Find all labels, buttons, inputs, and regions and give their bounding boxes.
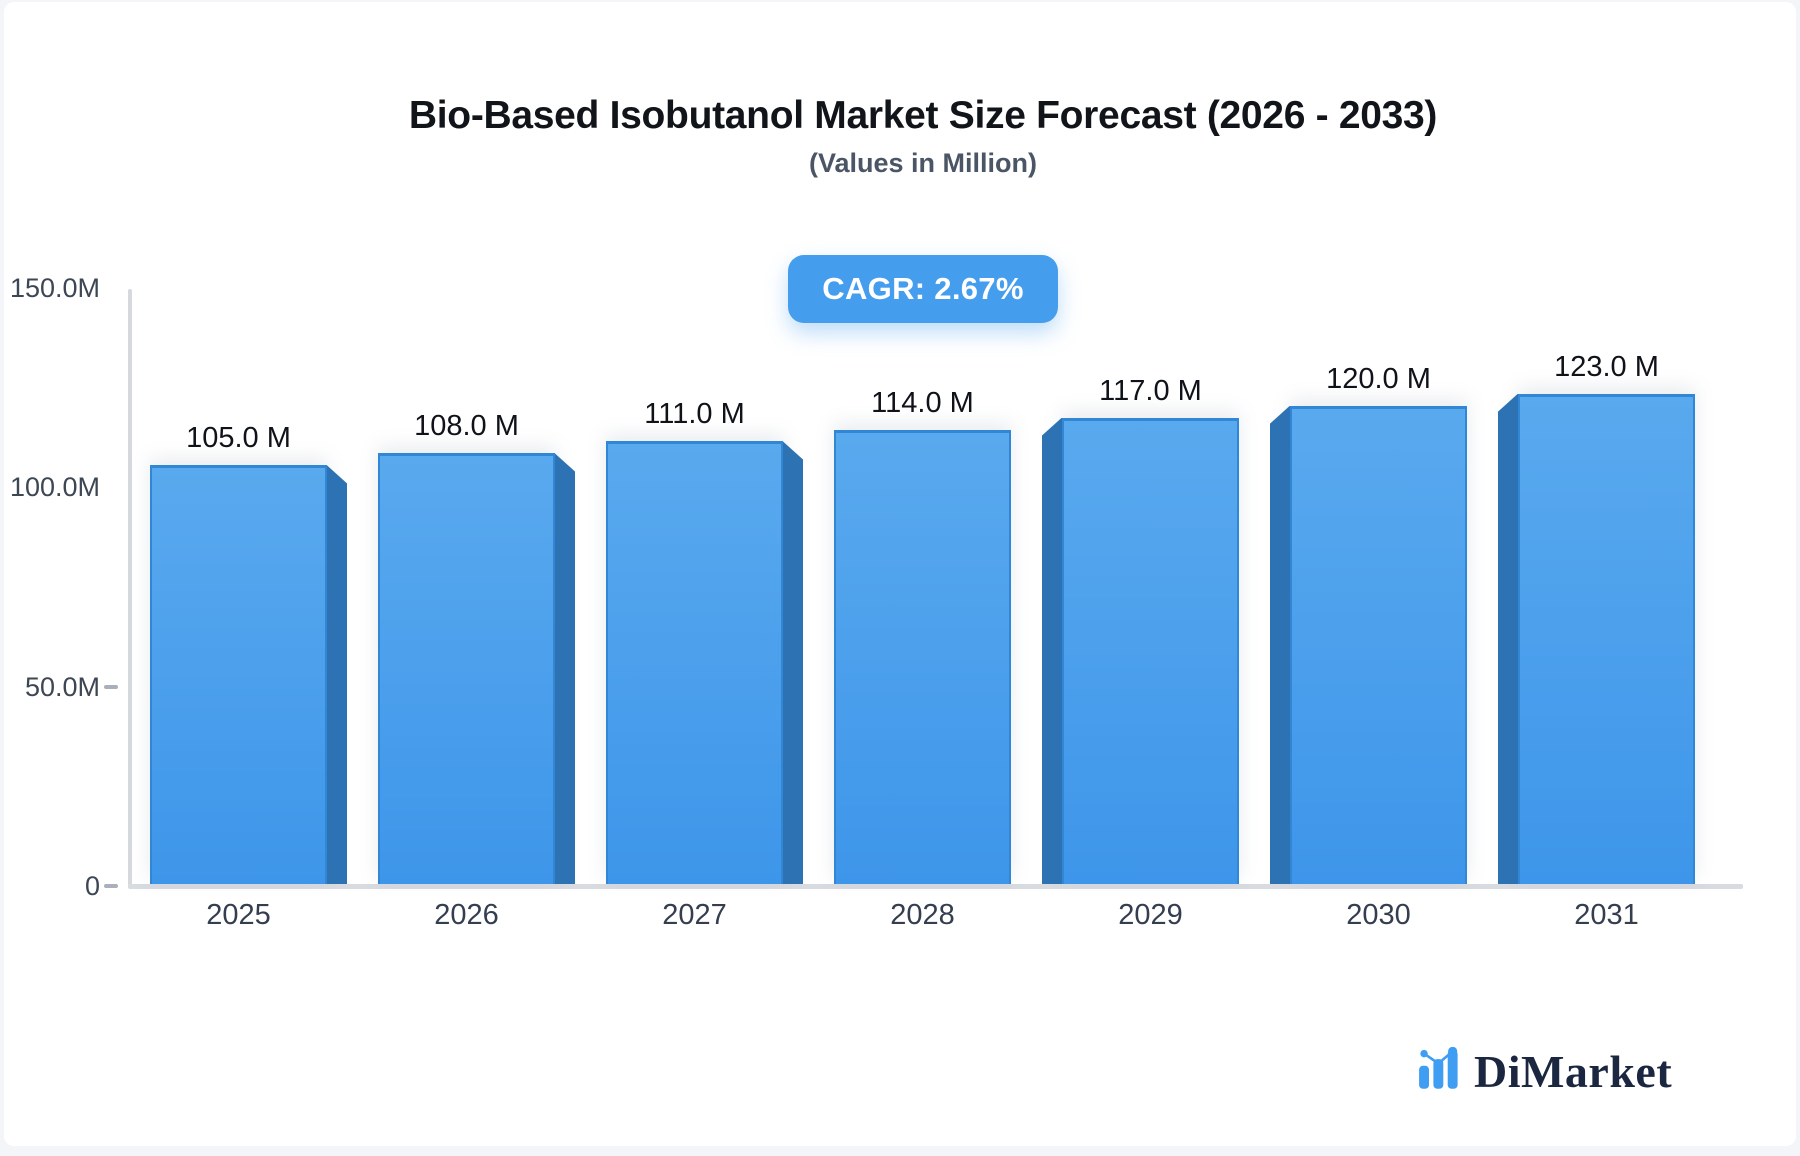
x-axis-label-2027: 2027 [662,899,727,931]
bar-value-label: 111.0 M [644,398,745,431]
y-tick-label: 100.0M [9,472,100,503]
y-tick-label: 150.0M [9,273,100,303]
bar-2030 [1290,405,1467,884]
mini-bar-line-chart-icon [1418,1046,1462,1096]
bar-value-label: 117.0 M [1099,374,1202,407]
bar-value-label: 120.0 M [1326,362,1431,395]
bar-side-face [1498,393,1518,884]
bar-side-face [1270,405,1290,884]
x-axis-label-2029: 2029 [1118,899,1183,931]
bar-value-label: 114.0 M [871,386,974,419]
bar-side-face [1042,417,1062,884]
bar-value-label: 123.0 M [1554,350,1659,383]
cagr-badge: CAGR: 2.67% [788,255,1058,323]
bar-2029 [1062,417,1239,884]
x-axis-label-2031: 2031 [1574,899,1639,931]
bar-side-face [327,465,347,884]
dimarket-logo[interactable]: DiMarket [1418,1040,1672,1096]
logo-text: DiMarket [1474,1046,1673,1097]
x-axis-label-2025: 2025 [206,899,271,931]
y-tick-label: 0 [84,871,100,901]
bar-side-face [783,441,803,884]
x-axis-label-2026: 2026 [434,899,499,931]
x-axis-label-2028: 2028 [890,899,955,931]
bar-value-label: 108.0 M [414,410,519,443]
y-axis-line [128,289,132,886]
bar-2031 [1518,393,1695,884]
y-tick-dash [104,684,118,689]
y-tick-label: 50.0M [24,671,100,702]
bar-2026 [378,453,555,884]
x-axis-line [128,884,1743,889]
chart-title: Bio-Based Isobutanol Market Size Forecas… [408,94,1438,137]
y-tick-dash [104,884,118,888]
x-axis-label-2030: 2030 [1346,899,1411,931]
bar-value-label: 105.0 M [186,422,291,455]
chart-subtitle: (Values in Million) [808,148,1038,178]
bar-2027 [606,441,783,884]
bar-2025 [150,465,327,884]
bar-2028 [834,429,1011,884]
bar-side-face [555,453,575,884]
